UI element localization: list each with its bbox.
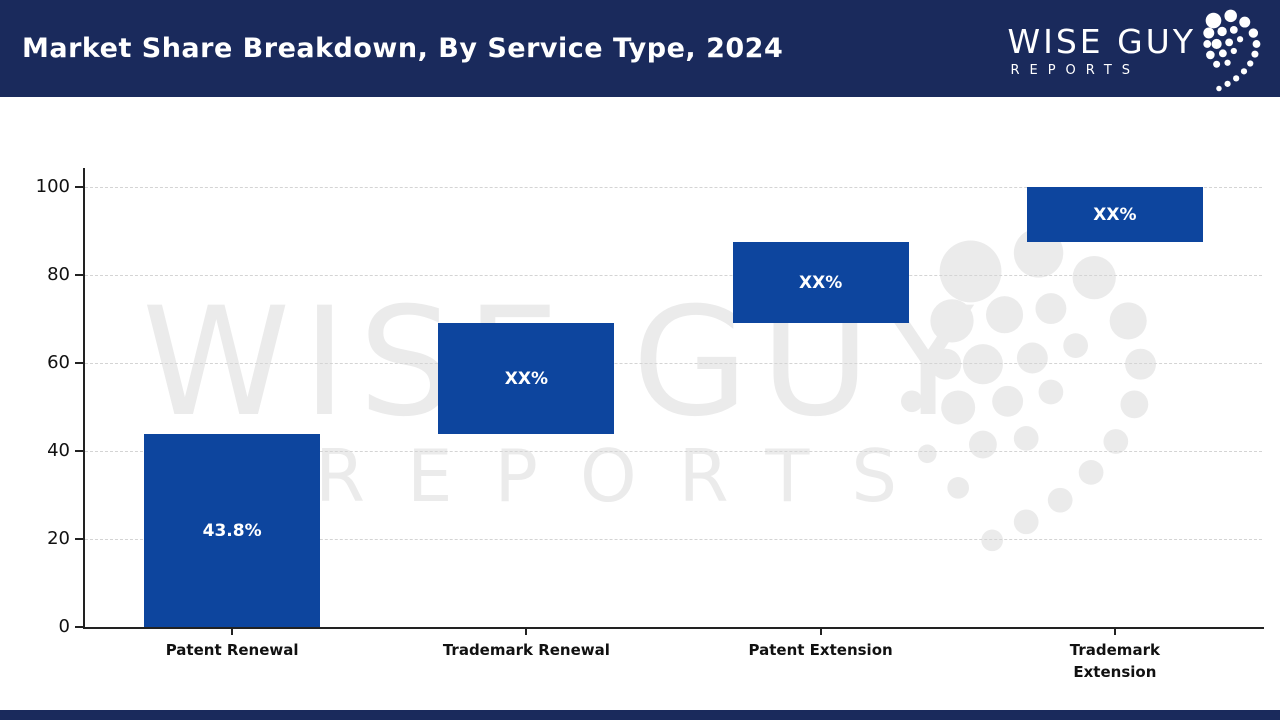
x-tick-mark bbox=[1113, 629, 1116, 635]
watermark-subtitle: REPORTS bbox=[315, 434, 940, 518]
bar-trademark-renewal: XX% bbox=[438, 323, 615, 435]
x-category-label: Trademark Renewal bbox=[442, 641, 610, 659]
gridline bbox=[85, 451, 1262, 452]
y-tick-label: 100 bbox=[35, 176, 70, 197]
y-tick-mark bbox=[75, 274, 84, 276]
gridline bbox=[85, 187, 1262, 188]
x-tick-mark bbox=[525, 629, 528, 635]
x-tick-mark bbox=[819, 629, 822, 635]
y-tick-label: 60 bbox=[47, 352, 70, 373]
header-bar: Market Share Breakdown, By Service Type,… bbox=[0, 0, 1280, 97]
gridline bbox=[85, 275, 1262, 276]
gridline bbox=[85, 539, 1262, 540]
brand-subtitle: REPORTS bbox=[1010, 62, 1141, 78]
x-tick-mark bbox=[231, 629, 234, 635]
bar-patent-extension: XX% bbox=[732, 242, 909, 324]
brand-logo: WISE GUY REPORTS bbox=[1007, 8, 1266, 94]
bar-value-label: 43.8% bbox=[202, 520, 262, 541]
brand-name: WISE GUY bbox=[1007, 22, 1196, 62]
y-tick-label: 40 bbox=[47, 440, 70, 461]
y-tick-label: 0 bbox=[58, 616, 70, 637]
y-tick-label: 20 bbox=[47, 528, 70, 549]
y-tick-mark bbox=[75, 450, 84, 452]
x-axis-line bbox=[83, 627, 1264, 629]
y-tick-mark bbox=[75, 626, 84, 628]
brand-head-icon bbox=[1203, 9, 1261, 92]
bar-value-label: XX% bbox=[504, 368, 548, 389]
gridline bbox=[85, 363, 1262, 364]
x-category-label: Patent Renewal bbox=[165, 641, 299, 659]
brand-wordmark: WISE GUY REPORTS bbox=[1007, 22, 1196, 78]
x-category-label: Patent Extension bbox=[748, 641, 893, 659]
y-tick-mark bbox=[75, 362, 84, 364]
y-tick-label: 80 bbox=[47, 264, 70, 285]
page-title: Market Share Breakdown, By Service Type,… bbox=[22, 33, 784, 64]
y-axis-line bbox=[83, 168, 85, 629]
bar-patent-renewal: 43.8% bbox=[144, 434, 321, 627]
watermark-head-icon bbox=[901, 228, 1156, 552]
bar-value-label: XX% bbox=[1093, 204, 1137, 225]
bar-trademark-extension: XX% bbox=[1026, 187, 1203, 242]
footer-bar bbox=[0, 710, 1280, 720]
bar-value-label: XX% bbox=[799, 272, 843, 293]
y-tick-mark bbox=[75, 538, 84, 540]
x-category-label: Trademark Extension bbox=[1069, 641, 1160, 681]
y-tick-mark bbox=[75, 186, 84, 188]
